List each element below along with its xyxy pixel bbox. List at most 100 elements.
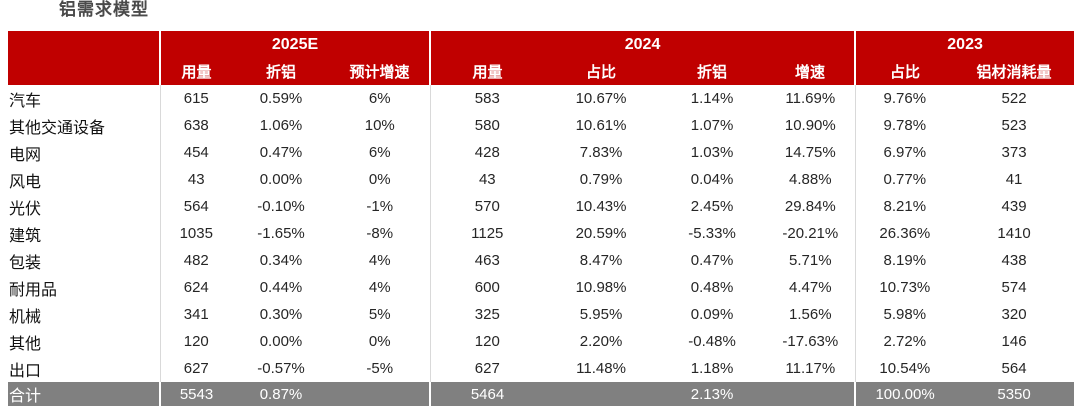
total-cell: 0.87% xyxy=(232,382,330,406)
data-cell: 0% xyxy=(330,328,431,355)
data-cell: 43 xyxy=(159,166,232,193)
data-cell: -0.57% xyxy=(232,355,330,382)
aluminum-demand-table: 2025E 2024 2023 用量 折铝 预计增速 用量 占比 折铝 增速 占… xyxy=(8,31,1075,406)
table-row: 包装 482 0.34% 4% 463 8.47% 0.47% 5.71% 8.19% 438 xyxy=(8,247,1075,274)
col-header-2024-growth: 增速 xyxy=(766,58,856,85)
data-cell: 438 xyxy=(954,247,1075,274)
table-header: 2025E 2024 2023 用量 折铝 预计增速 用量 占比 折铝 增速 占… xyxy=(8,31,1075,85)
data-cell: 0.48% xyxy=(658,274,767,301)
data-cell: -5% xyxy=(330,355,431,382)
year-group-2023: 2023 xyxy=(854,31,1075,58)
table-row: 机械 341 0.30% 5% 325 5.95% 0.09% 1.56% 5.98% 320 xyxy=(8,301,1075,328)
data-cell: 600 xyxy=(429,274,545,301)
table-row: 电网 454 0.47% 6% 428 7.83% 1.03% 14.75% 6.97% 373 xyxy=(8,139,1075,166)
total-cell xyxy=(544,382,659,406)
table-row: 汽车 615 0.59% 6% 583 10.67% 1.14% 11.69% 9.76% 522 xyxy=(8,85,1075,112)
data-cell: 325 xyxy=(429,301,545,328)
data-cell: 1.14% xyxy=(658,85,767,112)
col-header-2024-aluminum: 折铝 xyxy=(658,58,767,85)
data-cell: 564 xyxy=(159,193,232,220)
row-label: 汽车 xyxy=(8,85,160,112)
data-cell: 1.03% xyxy=(658,139,767,166)
data-cell: 41 xyxy=(954,166,1075,193)
data-cell: 43 xyxy=(429,166,545,193)
col-header-2023-share: 占比 xyxy=(854,58,955,85)
data-cell: 4.88% xyxy=(766,166,856,193)
data-cell: 583 xyxy=(429,85,545,112)
table-footer: 合计 5543 0.87% 5464 2.13% 100.00% 5350 xyxy=(8,382,1075,406)
row-label: 包装 xyxy=(8,247,160,274)
data-cell: 5.71% xyxy=(766,247,856,274)
data-cell: 1.06% xyxy=(232,112,330,139)
data-cell: 5.98% xyxy=(854,301,955,328)
data-cell: 2.72% xyxy=(854,328,955,355)
data-cell: 120 xyxy=(429,328,545,355)
data-cell: 2.45% xyxy=(658,193,767,220)
data-cell: 522 xyxy=(954,85,1075,112)
data-cell: 615 xyxy=(159,85,232,112)
total-cell: 5350 xyxy=(954,382,1075,406)
data-cell: 0.79% xyxy=(544,166,659,193)
data-cell: 6.97% xyxy=(854,139,955,166)
data-cell: 0.47% xyxy=(658,247,767,274)
data-cell: -5.33% xyxy=(658,220,767,247)
row-label: 其他交通设备 xyxy=(8,112,160,139)
table-row: 其他交通设备 638 1.06% 10% 580 10.61% 1.07% 10.90% 9.7… xyxy=(8,112,1075,139)
data-cell: 0.59% xyxy=(232,85,330,112)
data-cell: 26.36% xyxy=(854,220,955,247)
data-cell: 341 xyxy=(159,301,232,328)
data-cell: -20.21% xyxy=(766,220,856,247)
data-cell: 523 xyxy=(954,112,1075,139)
data-cell: 11.17% xyxy=(766,355,856,382)
total-row: 合计 5543 0.87% 5464 2.13% 100.00% 5350 xyxy=(8,382,1075,406)
data-cell: 482 xyxy=(159,247,232,274)
data-cell: 10.98% xyxy=(544,274,659,301)
table-row: 风电 43 0.00% 0% 43 0.79% 0.04% 4.88% 0.77% 41 xyxy=(8,166,1075,193)
data-cell: 4% xyxy=(330,247,431,274)
data-cell: 1410 xyxy=(954,220,1075,247)
data-cell: 0% xyxy=(330,166,431,193)
row-label: 电网 xyxy=(8,139,160,166)
row-label: 机械 xyxy=(8,301,160,328)
column-header-row: 用量 折铝 预计增速 用量 占比 折铝 增速 占比 铝材消耗量 xyxy=(8,58,1075,85)
figure-title: 铝需求模型 xyxy=(59,0,149,18)
table-row: 建筑 1035 -1.65% -8% 1125 20.59% -5.33% -20.21% 26… xyxy=(8,220,1075,247)
data-cell: 1035 xyxy=(159,220,232,247)
data-cell: 2.20% xyxy=(544,328,659,355)
total-row-label: 合计 xyxy=(8,382,160,406)
row-label: 风电 xyxy=(8,166,160,193)
data-cell: 0.00% xyxy=(232,166,330,193)
row-label-header xyxy=(8,31,160,85)
data-cell: 439 xyxy=(954,193,1075,220)
data-cell: 627 xyxy=(159,355,232,382)
data-cell: 10.67% xyxy=(544,85,659,112)
row-label: 其他 xyxy=(8,328,160,355)
data-cell: 11.48% xyxy=(544,355,659,382)
data-cell: 10.90% xyxy=(766,112,856,139)
col-header-2025e-aluminum: 折铝 xyxy=(232,58,330,85)
data-cell: 6% xyxy=(330,139,431,166)
data-cell: 120 xyxy=(159,328,232,355)
data-cell: 29.84% xyxy=(766,193,856,220)
data-cell: 0.04% xyxy=(658,166,767,193)
data-cell: 5% xyxy=(330,301,431,328)
row-label: 光伏 xyxy=(8,193,160,220)
total-cell xyxy=(766,382,856,406)
year-group-2024: 2024 xyxy=(429,31,856,58)
data-cell: 9.78% xyxy=(854,112,955,139)
figure-title-text: 铝需求模型 xyxy=(59,0,149,18)
data-cell: 7.83% xyxy=(544,139,659,166)
data-cell: 428 xyxy=(429,139,545,166)
total-cell: 2.13% xyxy=(658,382,767,406)
data-cell: 1125 xyxy=(429,220,545,247)
data-cell: -1% xyxy=(330,193,431,220)
data-cell: 0.77% xyxy=(854,166,955,193)
data-cell: 10.73% xyxy=(854,274,955,301)
table-body: 汽车 615 0.59% 6% 583 10.67% 1.14% 11.69% 9.76% 522… xyxy=(8,85,1075,382)
data-cell: 11.69% xyxy=(766,85,856,112)
data-cell: 6% xyxy=(330,85,431,112)
data-cell: 10.43% xyxy=(544,193,659,220)
row-label: 建筑 xyxy=(8,220,160,247)
data-cell: 14.75% xyxy=(766,139,856,166)
